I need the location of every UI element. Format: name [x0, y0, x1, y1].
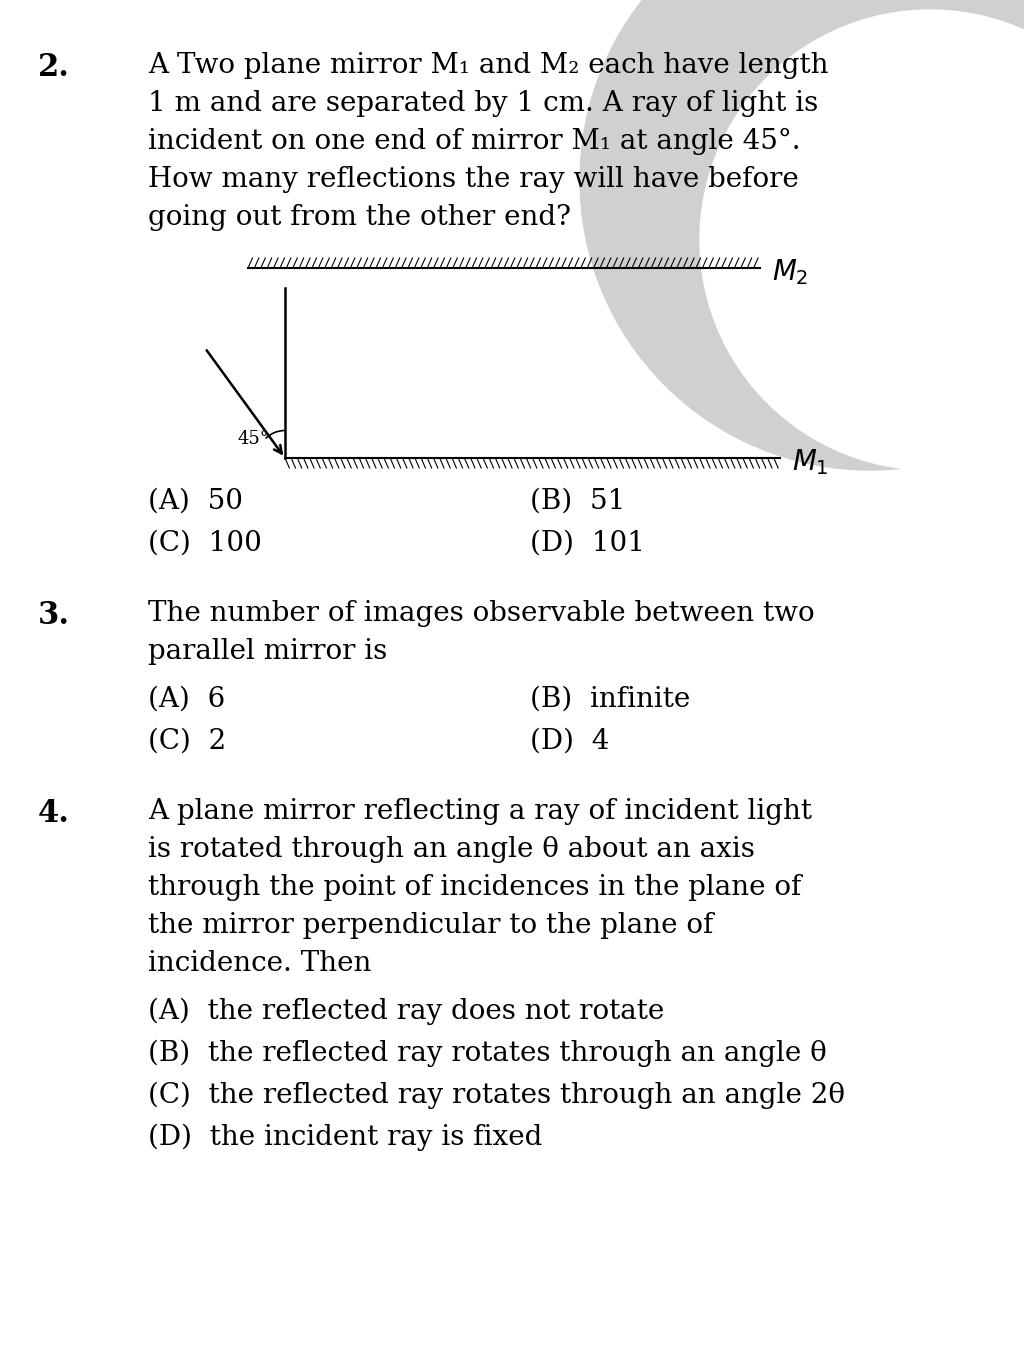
Text: A plane mirror reflecting a ray of incident light: A plane mirror reflecting a ray of incid…	[148, 799, 812, 824]
Text: 2.: 2.	[38, 52, 70, 83]
Text: the mirror perpendicular to the plane of: the mirror perpendicular to the plane of	[148, 912, 714, 939]
Text: (B)  the reflected ray rotates through an angle θ: (B) the reflected ray rotates through an…	[148, 1040, 826, 1067]
Text: through the point of incidences in the plane of: through the point of incidences in the p…	[148, 874, 802, 901]
Text: (B)  51: (B) 51	[530, 489, 626, 515]
Text: is rotated through an angle θ about an axis: is rotated through an angle θ about an a…	[148, 835, 755, 863]
Text: 1 m and are separated by 1 cm. A ray of light is: 1 m and are separated by 1 cm. A ray of …	[148, 90, 818, 117]
Text: (A)  6: (A) 6	[148, 687, 225, 713]
Text: incidence. Then: incidence. Then	[148, 950, 372, 977]
Circle shape	[580, 0, 1024, 470]
Text: $M_1$: $M_1$	[792, 448, 828, 476]
Text: (A)  50: (A) 50	[148, 489, 243, 515]
Text: 45°: 45°	[237, 430, 269, 448]
Text: parallel mirror is: parallel mirror is	[148, 637, 387, 665]
Text: $M_2$: $M_2$	[772, 257, 808, 287]
Circle shape	[700, 10, 1024, 470]
Text: 3.: 3.	[38, 601, 70, 631]
Text: (B)  infinite: (B) infinite	[530, 687, 690, 713]
Text: (A)  the reflected ray does not rotate: (A) the reflected ray does not rotate	[148, 998, 665, 1025]
Text: How many reflections the ray will have before: How many reflections the ray will have b…	[148, 167, 799, 192]
Text: 4.: 4.	[38, 799, 70, 829]
Text: (D)  the incident ray is fixed: (D) the incident ray is fixed	[148, 1123, 543, 1151]
Text: (C)  2: (C) 2	[148, 728, 226, 755]
Text: (C)  the reflected ray rotates through an angle 2θ: (C) the reflected ray rotates through an…	[148, 1082, 845, 1110]
Text: incident on one end of mirror M₁ at angle 45°.: incident on one end of mirror M₁ at angl…	[148, 128, 801, 156]
Text: (C)  100: (C) 100	[148, 530, 262, 557]
Text: (D)  4: (D) 4	[530, 728, 609, 755]
Text: (D)  101: (D) 101	[530, 530, 645, 557]
Text: The number of images observable between two: The number of images observable between …	[148, 601, 815, 627]
Text: A Two plane mirror M₁ and M₂ each have length: A Two plane mirror M₁ and M₂ each have l…	[148, 52, 828, 79]
Circle shape	[760, 130, 1024, 450]
Text: going out from the other end?: going out from the other end?	[148, 203, 571, 231]
